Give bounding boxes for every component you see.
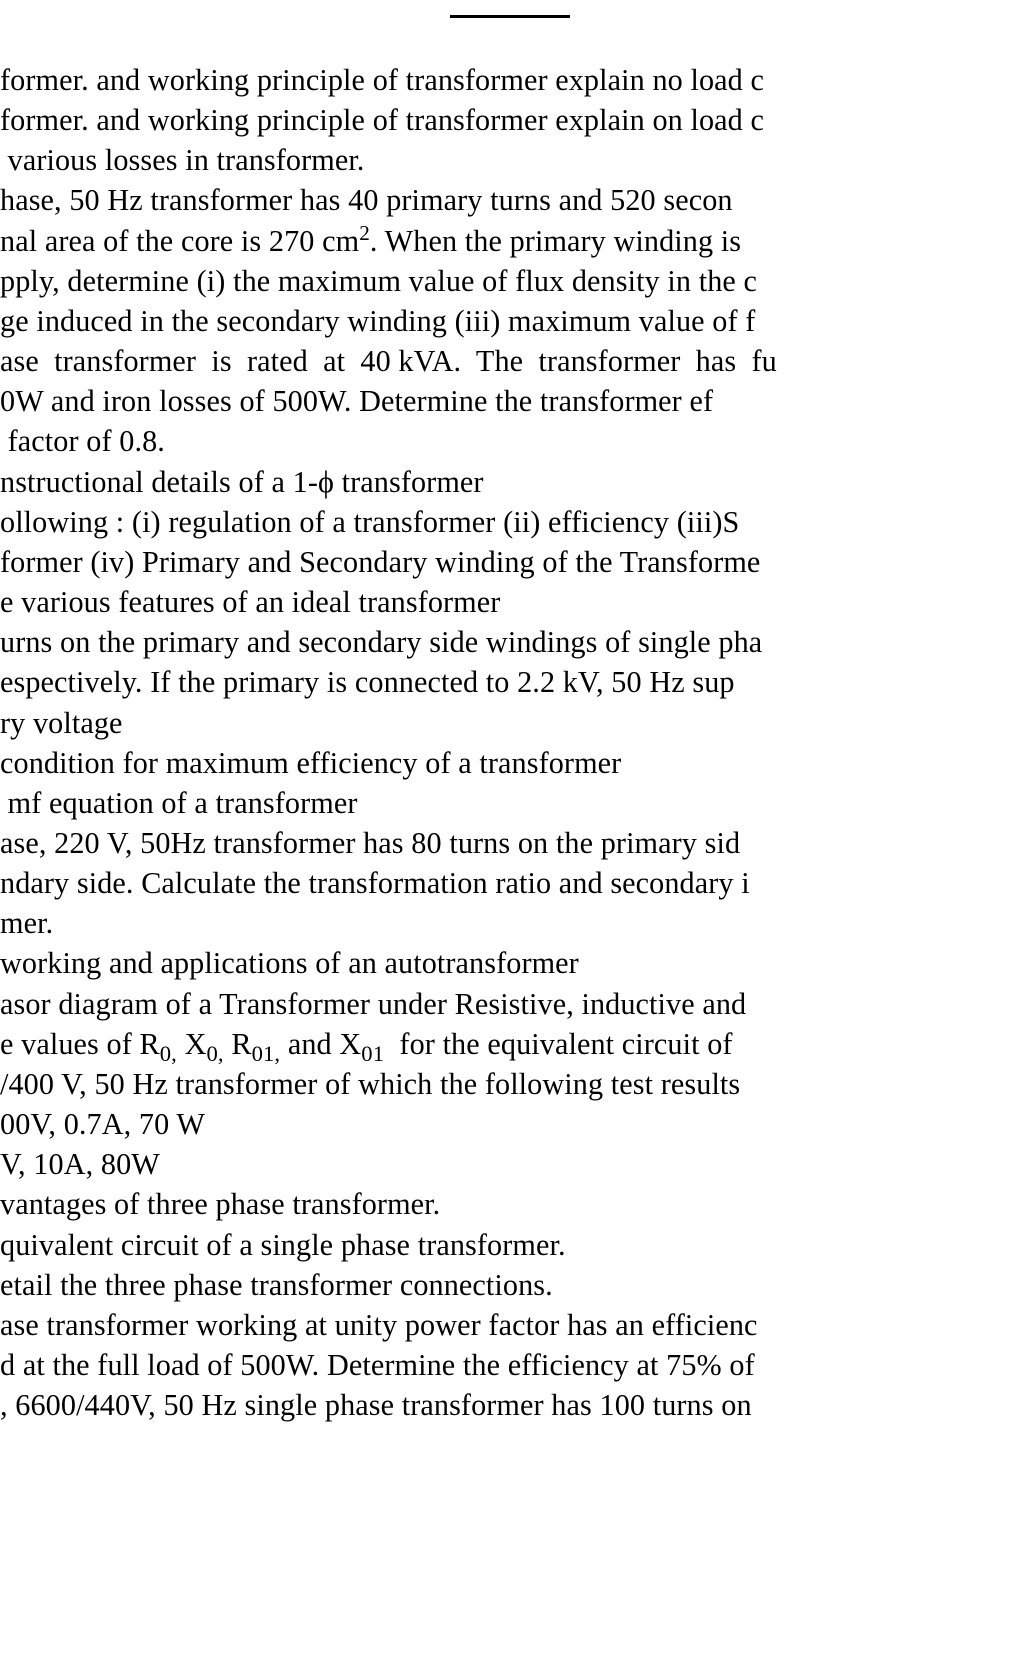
text-line: ollowing : (i) regulation of a transform… <box>0 502 1020 542</box>
text-line: ry voltage <box>0 703 1020 743</box>
title-underline <box>450 0 570 18</box>
text-line: V, 10A, 80W <box>0 1144 1020 1184</box>
text-fragment: for the equivalent circuit of <box>384 1027 740 1061</box>
text-line: ase, 220 V, 50Hz transformer has 80 turn… <box>0 823 1020 863</box>
text-line: espectively. If the primary is connected… <box>0 662 1020 702</box>
text-line: asor diagram of a Transformer under Resi… <box>0 984 1020 1024</box>
text-line: quivalent circuit of a single phase tran… <box>0 1225 1020 1265</box>
subscript: 01 <box>361 1041 384 1066</box>
subscript: 0, <box>207 1041 224 1066</box>
text-line: working and applications of an autotrans… <box>0 943 1020 983</box>
text-line: condition for maximum efficiency of a tr… <box>0 743 1020 783</box>
text-line: d at the full load of 500W. Determine th… <box>0 1345 1020 1385</box>
text-line: former. and working principle of transfo… <box>0 60 1020 100</box>
text-line: ndary side. Calculate the transformation… <box>0 863 1020 903</box>
text-fragment: . When the primary winding is <box>370 224 749 258</box>
text-line: former (iv) Primary and Secondary windin… <box>0 542 1020 582</box>
text-line: e various features of an ideal transform… <box>0 582 1020 622</box>
text-line: ge induced in the secondary winding (iii… <box>0 301 1020 341</box>
text-line: urns on the primary and secondary side w… <box>0 622 1020 662</box>
text-line: etail the three phase transformer connec… <box>0 1265 1020 1305</box>
document-page: former. and working principle of transfo… <box>0 0 1024 1425</box>
text-line: mf equation of a transformer <box>0 783 1020 823</box>
text-line: factor of 0.8. <box>0 421 1020 461</box>
text-line: pply, determine (i) the maximum value of… <box>0 261 1020 301</box>
text-line: hase, 50 Hz transformer has 40 primary t… <box>0 180 1020 220</box>
text-fragment: nal area of the core is 270 cm <box>0 224 359 258</box>
text-fragment: X <box>177 1027 207 1061</box>
text-body: former. and working principle of transfo… <box>0 60 1020 1425</box>
text-line: various losses in transformer. <box>0 140 1020 180</box>
text-line: former. and working principle of transfo… <box>0 100 1020 140</box>
text-line: , 6600/440V, 50 Hz single phase transfor… <box>0 1385 1020 1425</box>
text-fragment: e values of R <box>0 1027 160 1061</box>
text-line: ase transformer is rated at 40 kVA. The … <box>0 341 1020 381</box>
superscript: 2 <box>359 221 370 245</box>
text-fragment: and X <box>280 1027 361 1061</box>
subscript: 01, <box>252 1041 281 1066</box>
text-line: nstructional details of a 1-ϕ transforme… <box>0 462 1020 502</box>
text-line: mer. <box>0 903 1020 943</box>
text-line: 00V, 0.7A, 70 W <box>0 1104 1020 1144</box>
text-line: ase transformer working at unity power f… <box>0 1305 1020 1345</box>
subscript: 0, <box>160 1041 177 1066</box>
text-line: e values of R0, X0, R01, and X01 for the… <box>0 1024 1020 1064</box>
text-line: /400 V, 50 Hz transformer of which the f… <box>0 1064 1020 1104</box>
text-line: vantages of three phase transformer. <box>0 1184 1020 1224</box>
text-line: 0W and iron losses of 500W. Determine th… <box>0 381 1020 421</box>
text-fragment: R <box>224 1027 252 1061</box>
text-line: nal area of the core is 270 cm2. When th… <box>0 221 1020 261</box>
